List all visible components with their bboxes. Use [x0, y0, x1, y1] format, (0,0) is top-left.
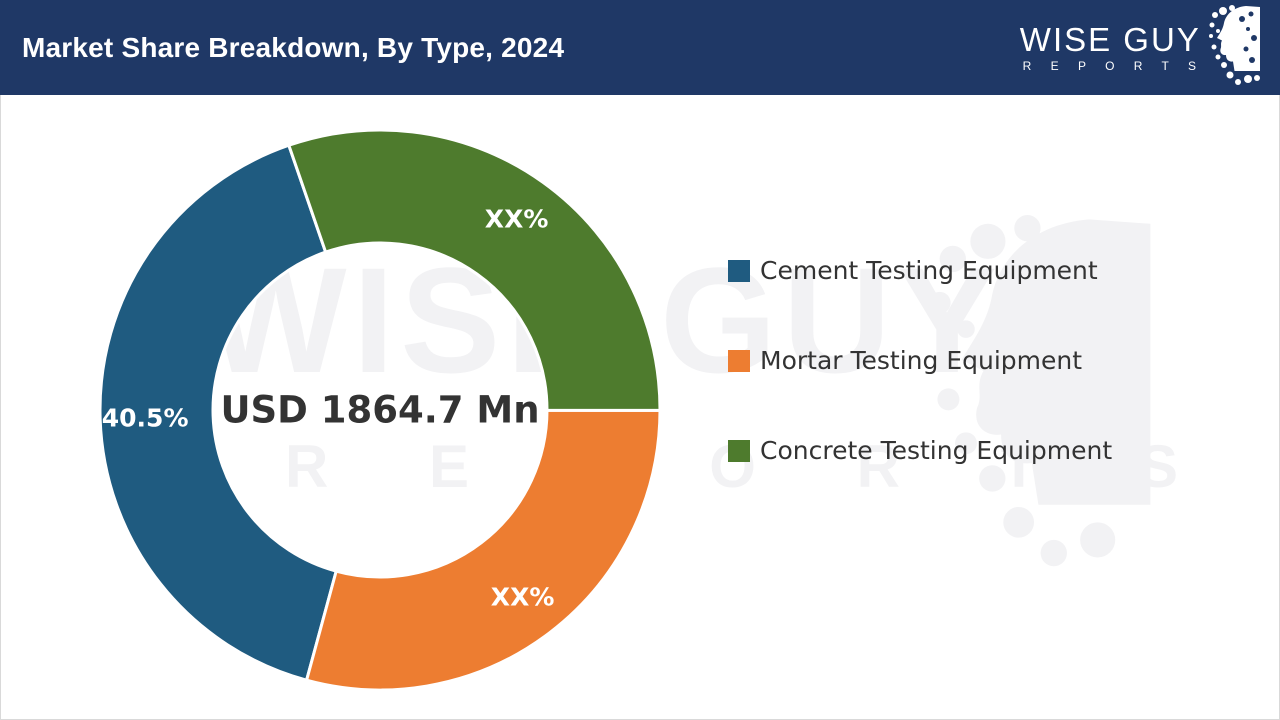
page-title: Market Share Breakdown, By Type, 2024: [22, 31, 565, 63]
logo-subtitle: R E P O R T S: [1022, 58, 1204, 73]
chart-center-value: USD 1864.7 Mn: [220, 388, 540, 432]
chart-legend: Cement Testing Equipment Mortar Testing …: [728, 254, 1112, 524]
legend-item-mortar: Mortar Testing Equipment: [728, 344, 1112, 378]
watermark-face-icon: [920, 215, 1170, 579]
legend-swatch-mortar: [728, 350, 750, 372]
donut-segment-0: [98, 143, 339, 683]
header-bar: Market Share Breakdown, By Type, 2024 WI…: [0, 0, 1280, 95]
segment-label-0: 40.5%: [101, 403, 189, 433]
legend-label: Cement Testing Equipment: [760, 256, 1098, 285]
wiseguy-logo: WISE GUY R E P O R T S: [1017, 4, 1264, 91]
legend-label: Concrete Testing Equipment: [760, 436, 1113, 465]
donut-segment-2: [286, 128, 662, 412]
wiseguy-logo-text: WISE GUY R E P O R T S: [1017, 20, 1204, 73]
legend-swatch-cement: [728, 260, 750, 282]
legend-swatch-concrete: [728, 440, 750, 462]
legend-item-cement: Cement Testing Equipment: [728, 254, 1112, 288]
segment-label-1: XX%: [490, 582, 555, 612]
wiseguy-face-icon: [1208, 4, 1264, 91]
segment-label-2: XX%: [484, 204, 549, 234]
donut-segment-1: [304, 408, 662, 692]
legend-item-concrete: Concrete Testing Equipment: [728, 434, 1112, 468]
logo-wordmark: WISE GUY: [1019, 20, 1201, 58]
legend-label: Mortar Testing Equipment: [760, 346, 1083, 375]
